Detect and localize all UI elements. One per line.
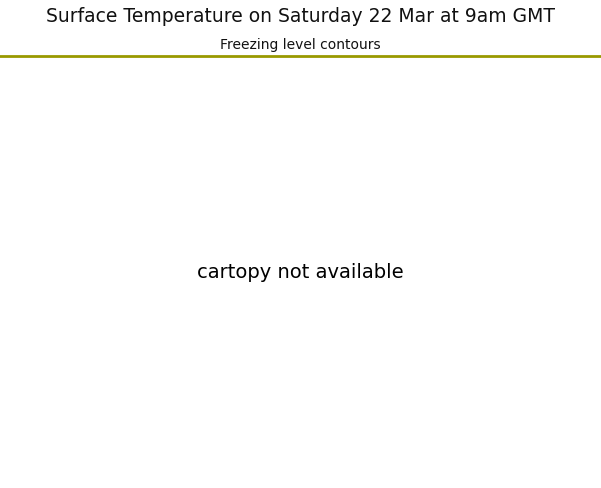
Text: Surface Temperature on Saturday 22 Mar at 9am GMT: Surface Temperature on Saturday 22 Mar a… [46, 7, 555, 26]
Text: cartopy not available: cartopy not available [197, 263, 404, 282]
Text: Freezing level contours: Freezing level contours [220, 38, 381, 52]
